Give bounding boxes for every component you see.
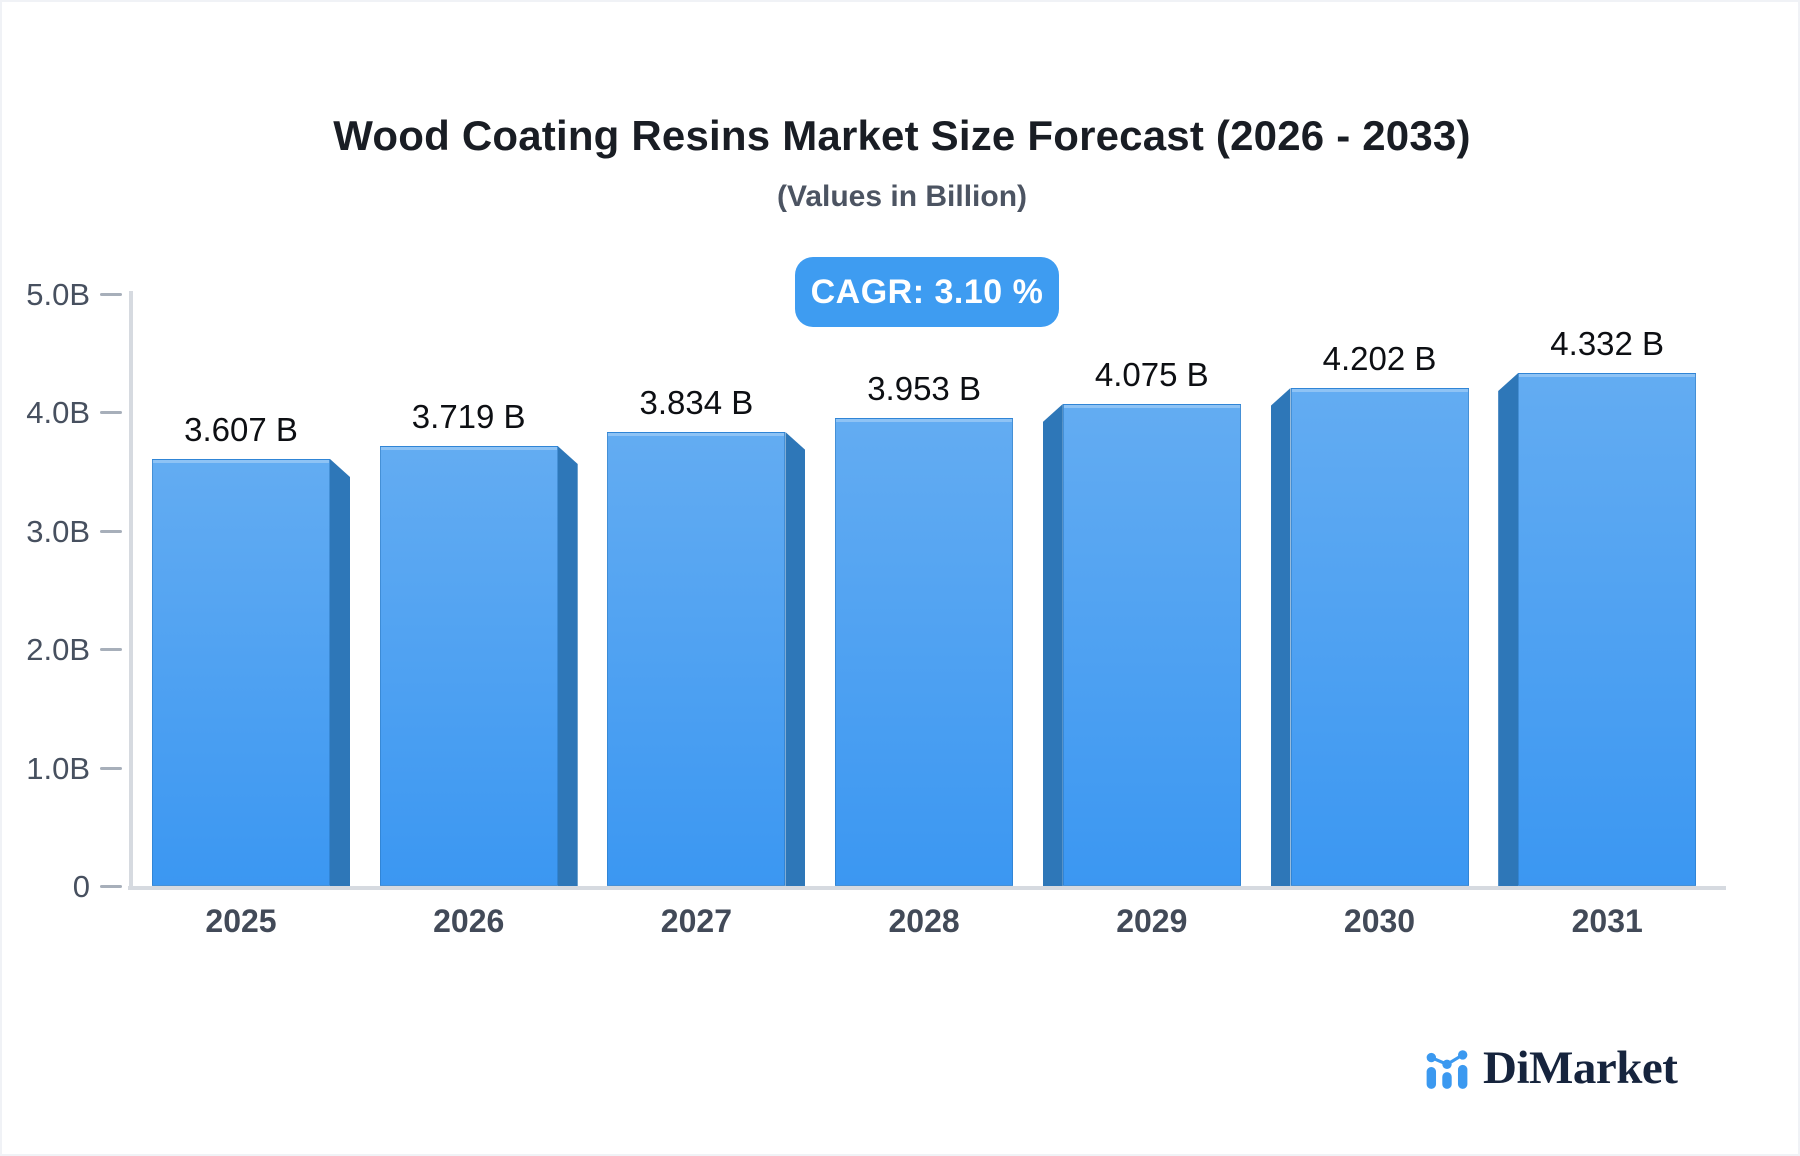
bar-2025 <box>152 459 330 886</box>
bar-value-label: 4.075 B <box>1094 356 1209 393</box>
y-tick-label: 3.0B <box>26 513 90 549</box>
bar-2029 <box>1062 404 1241 886</box>
bar-3d-side-2026 <box>557 446 578 886</box>
bar-3d-side-2031 <box>1498 373 1519 886</box>
bar-value-label: 4.332 B <box>1550 325 1665 362</box>
y-tick-label: 1.0B <box>26 750 90 786</box>
x-axis-label-2025: 2025 <box>205 903 277 939</box>
bar-value-label: 4.202 B <box>1322 340 1437 377</box>
y-tick-label: 5.0B <box>26 277 90 312</box>
bar-2031 <box>1518 373 1697 886</box>
bar-value-label: 3.953 B <box>867 370 981 407</box>
bar-value-label: 3.834 B <box>639 384 754 421</box>
x-axis-label-2030: 2030 <box>1343 903 1416 939</box>
bar-chart-trend-icon <box>1426 1050 1468 1089</box>
y-tick-mark <box>100 529 122 533</box>
bar-3d-side-2030 <box>1270 388 1291 886</box>
y-tick-mark <box>100 885 122 888</box>
bar-2028 <box>835 418 1014 886</box>
x-axis-baseline <box>128 886 1726 890</box>
bar-value-label: 3.719 B <box>411 398 526 435</box>
x-axis-label-2029: 2029 <box>1116 903 1188 939</box>
bar-2026 <box>379 446 558 886</box>
page-title: Wood Coating Resins Market Size Forecast… <box>333 112 1471 159</box>
x-axis-label-2027: 2027 <box>660 903 732 939</box>
x-axis-label-2031: 2031 <box>1571 903 1643 939</box>
chart-subtitle: (Values in Billion) <box>776 180 1028 213</box>
y-tick-mark <box>100 293 122 296</box>
bar-3d-side-2025 <box>330 459 350 886</box>
y-tick-label: 2.0B <box>26 632 90 668</box>
dimarket-logo: DiMarket <box>1424 1042 1678 1094</box>
bar-2027 <box>607 432 786 886</box>
y-tick-mark <box>100 766 122 770</box>
x-axis-label-2028: 2028 <box>888 903 960 939</box>
dimarket-logo-text: DiMarket <box>1483 1042 1678 1094</box>
x-axis-label-2026: 2026 <box>433 903 505 939</box>
y-tick-mark <box>100 648 122 652</box>
y-tick-label: 0 <box>72 869 90 904</box>
bar-3d-side-2029 <box>1042 404 1063 886</box>
y-tick-mark <box>100 411 122 415</box>
bar-2030 <box>1290 388 1469 886</box>
cagr-badge: CAGR: 3.10 % <box>795 257 1059 327</box>
y-tick-label: 4.0B <box>26 395 90 431</box>
y-axis-line <box>129 291 133 888</box>
bar-3d-side-2027 <box>785 432 806 886</box>
bar-value-label: 3.607 B <box>184 411 298 448</box>
